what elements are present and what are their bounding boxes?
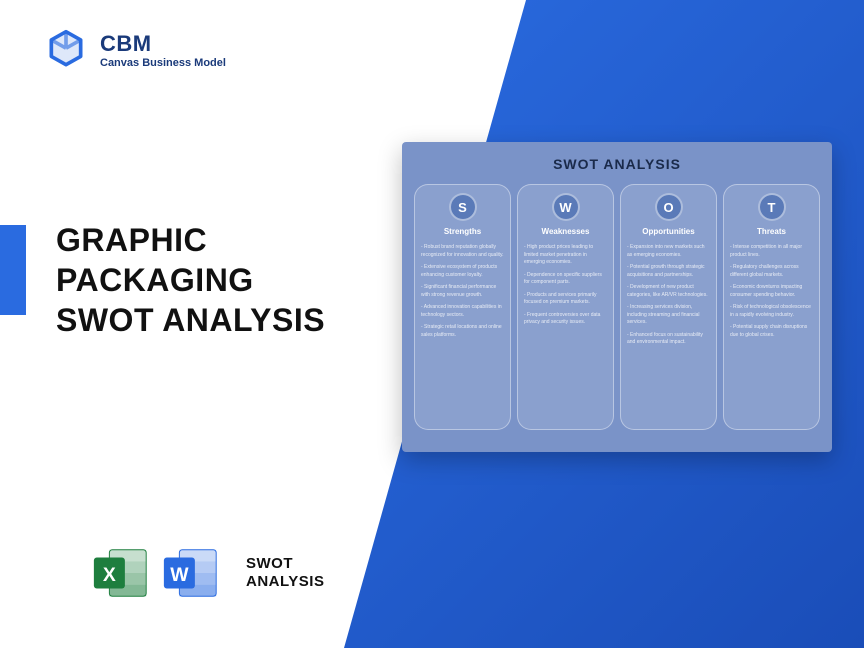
swot-circle: S xyxy=(449,193,477,221)
logo-text: CBM Canvas Business Model xyxy=(100,31,226,69)
swot-column-title: Threats xyxy=(757,227,786,236)
swot-columns: S Strengths - Robust brand reputation glob… xyxy=(414,184,820,430)
svg-text:W: W xyxy=(170,564,189,586)
swot-column-strengths: S Strengths - Robust brand reputation glob… xyxy=(414,184,511,430)
swot-column-title: Opportunities xyxy=(642,227,694,236)
swot-column-items: - Intense competition in all major produ… xyxy=(730,244,813,344)
swot-column-title: Weaknesses xyxy=(542,227,590,236)
footer-label: SWOTANALYSIS xyxy=(246,555,324,591)
svg-text:X: X xyxy=(103,564,116,586)
cbm-logo-icon xyxy=(44,28,88,72)
swot-column-items: - Expansion into new markets such as eme… xyxy=(627,244,710,352)
logo-area: CBM Canvas Business Model xyxy=(44,28,226,72)
excel-icon: X xyxy=(90,542,152,604)
swot-circle: O xyxy=(655,193,683,221)
swot-column-items: - High product prices leading to limited… xyxy=(524,244,607,332)
logo-subtitle: Canvas Business Model xyxy=(100,57,226,69)
main-title: GRAPHICPACKAGINGSWOT ANALYSIS xyxy=(56,220,325,340)
swot-card-title: SWOT ANALYSIS xyxy=(414,156,820,172)
footer-icons: X W SWOTANALYSIS xyxy=(90,542,324,604)
swot-column-title: Strengths xyxy=(444,227,481,236)
swot-column-threats: T Threats - Intense competition in all maj… xyxy=(723,184,820,430)
swot-column-weaknesses: W Weaknesses - High product prices leading… xyxy=(517,184,614,430)
swot-circle: T xyxy=(758,193,786,221)
logo-title: CBM xyxy=(100,31,226,57)
swot-circle: W xyxy=(552,193,580,221)
swot-card: SWOT ANALYSIS S Strengths - Robust brand r… xyxy=(402,142,832,452)
swot-column-opportunities: O Opportunities - Expansion into new marke… xyxy=(620,184,717,430)
accent-bar xyxy=(0,225,26,315)
swot-column-items: - Robust brand reputation globally recog… xyxy=(421,244,504,344)
word-icon: W xyxy=(160,542,222,604)
